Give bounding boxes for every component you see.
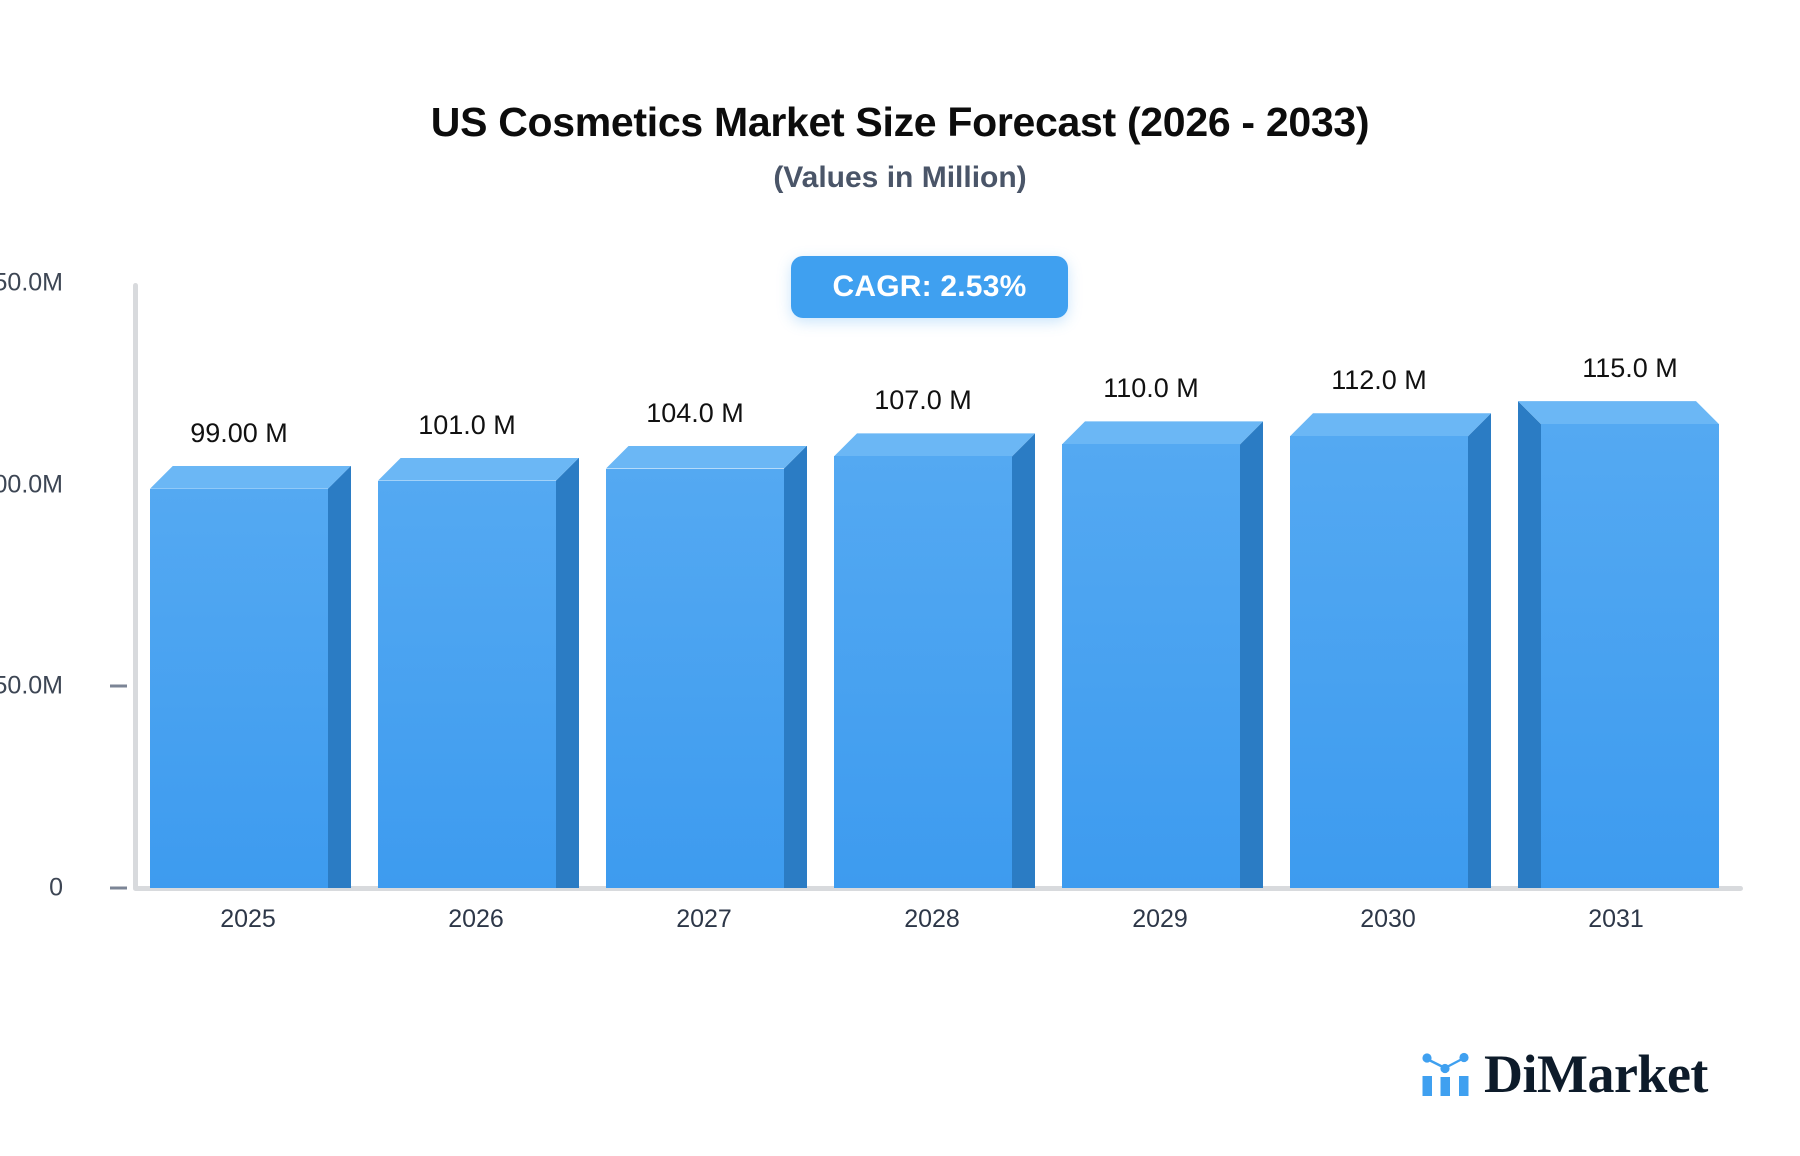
bar-front-face bbox=[378, 480, 556, 888]
cagr-badge-label: CAGR: 2.53% bbox=[832, 270, 1027, 303]
bar-chart-dots-icon bbox=[1422, 1052, 1469, 1096]
bar-2031[interactable] bbox=[1518, 401, 1719, 888]
page-title: US Cosmetics Market Size Forecast (2026 … bbox=[430, 99, 1370, 145]
bar-side-face bbox=[328, 465, 351, 888]
bar-top-face bbox=[606, 445, 807, 469]
y-axis-tick-label: 150.0M bbox=[0, 268, 63, 297]
bar-2026[interactable] bbox=[378, 457, 579, 888]
bar-top-face bbox=[834, 433, 1035, 457]
bar-front-face bbox=[150, 488, 328, 888]
bar-side-face bbox=[1468, 413, 1491, 888]
x-axis-tick-label: 2026 bbox=[448, 905, 504, 933]
bar-value-label: 110.0 M bbox=[1103, 373, 1199, 404]
bar-2025[interactable] bbox=[150, 465, 351, 888]
bar-top-face bbox=[378, 457, 579, 481]
x-axis-tick-label: 2031 bbox=[1588, 905, 1644, 933]
bar-front-face bbox=[1541, 424, 1719, 888]
bar-front-face bbox=[834, 456, 1012, 888]
bar-2030[interactable] bbox=[1290, 413, 1491, 888]
y-axis-tick-label: 50.0M bbox=[0, 671, 63, 700]
bar-front-face bbox=[1062, 444, 1240, 888]
x-axis-tick-label: 2030 bbox=[1360, 905, 1416, 933]
x-axis-tick-label: 2029 bbox=[1132, 905, 1188, 933]
bar-value-label: 112.0 M bbox=[1331, 365, 1427, 396]
logo-text: DiMarket bbox=[1484, 1044, 1708, 1104]
y-axis-tick-mark bbox=[110, 684, 127, 688]
plot-area: 0 50.0M 100.0M 150.0M 99.00 M 101.0 M 104.0 M… bbox=[0, 268, 1743, 933]
y-axis-tick-mark bbox=[110, 886, 127, 890]
bar-value-label: 107.0 M bbox=[874, 385, 972, 416]
bar-top-face bbox=[1290, 413, 1491, 437]
chart-subtitle: (Values in Million) bbox=[773, 161, 1027, 195]
bar-top-face bbox=[150, 465, 351, 489]
bar-value-label: 99.00 M bbox=[190, 417, 288, 448]
bar-front-face bbox=[1290, 436, 1468, 888]
cagr-badge: CAGR: 2.53% bbox=[791, 256, 1068, 318]
x-axis-tick-label: 2028 bbox=[904, 905, 960, 933]
dimarket-logo: DiMarket bbox=[1418, 1046, 1708, 1102]
bar-top-face bbox=[1062, 421, 1263, 445]
bar-2027[interactable] bbox=[606, 445, 807, 888]
y-axis-tick-label: 0 bbox=[49, 873, 63, 902]
bar-side-face bbox=[1240, 421, 1263, 888]
bar-side-face bbox=[1012, 433, 1035, 888]
bar-value-label: 104.0 M bbox=[646, 397, 744, 428]
bar-side-face bbox=[784, 445, 807, 888]
x-axis-tick-label: 2027 bbox=[676, 905, 732, 933]
x-axis-line bbox=[133, 886, 1743, 891]
x-axis-tick-label: 2025 bbox=[220, 905, 276, 933]
bar-front-face bbox=[606, 468, 784, 888]
bar-2028[interactable] bbox=[834, 433, 1035, 888]
bar-value-label: 115.0 M bbox=[1582, 353, 1678, 384]
title-block: US Cosmetics Market Size Forecast (2026 … bbox=[0, 99, 1800, 195]
bar-side-face bbox=[1518, 401, 1541, 888]
y-axis-tick-label: 100.0M bbox=[0, 470, 63, 499]
y-axis-line bbox=[133, 283, 138, 890]
bar-side-face bbox=[556, 457, 579, 888]
bar-value-label: 101.0 M bbox=[418, 409, 516, 440]
bar-2029[interactable] bbox=[1062, 421, 1263, 888]
bar-top-face bbox=[1518, 401, 1719, 425]
